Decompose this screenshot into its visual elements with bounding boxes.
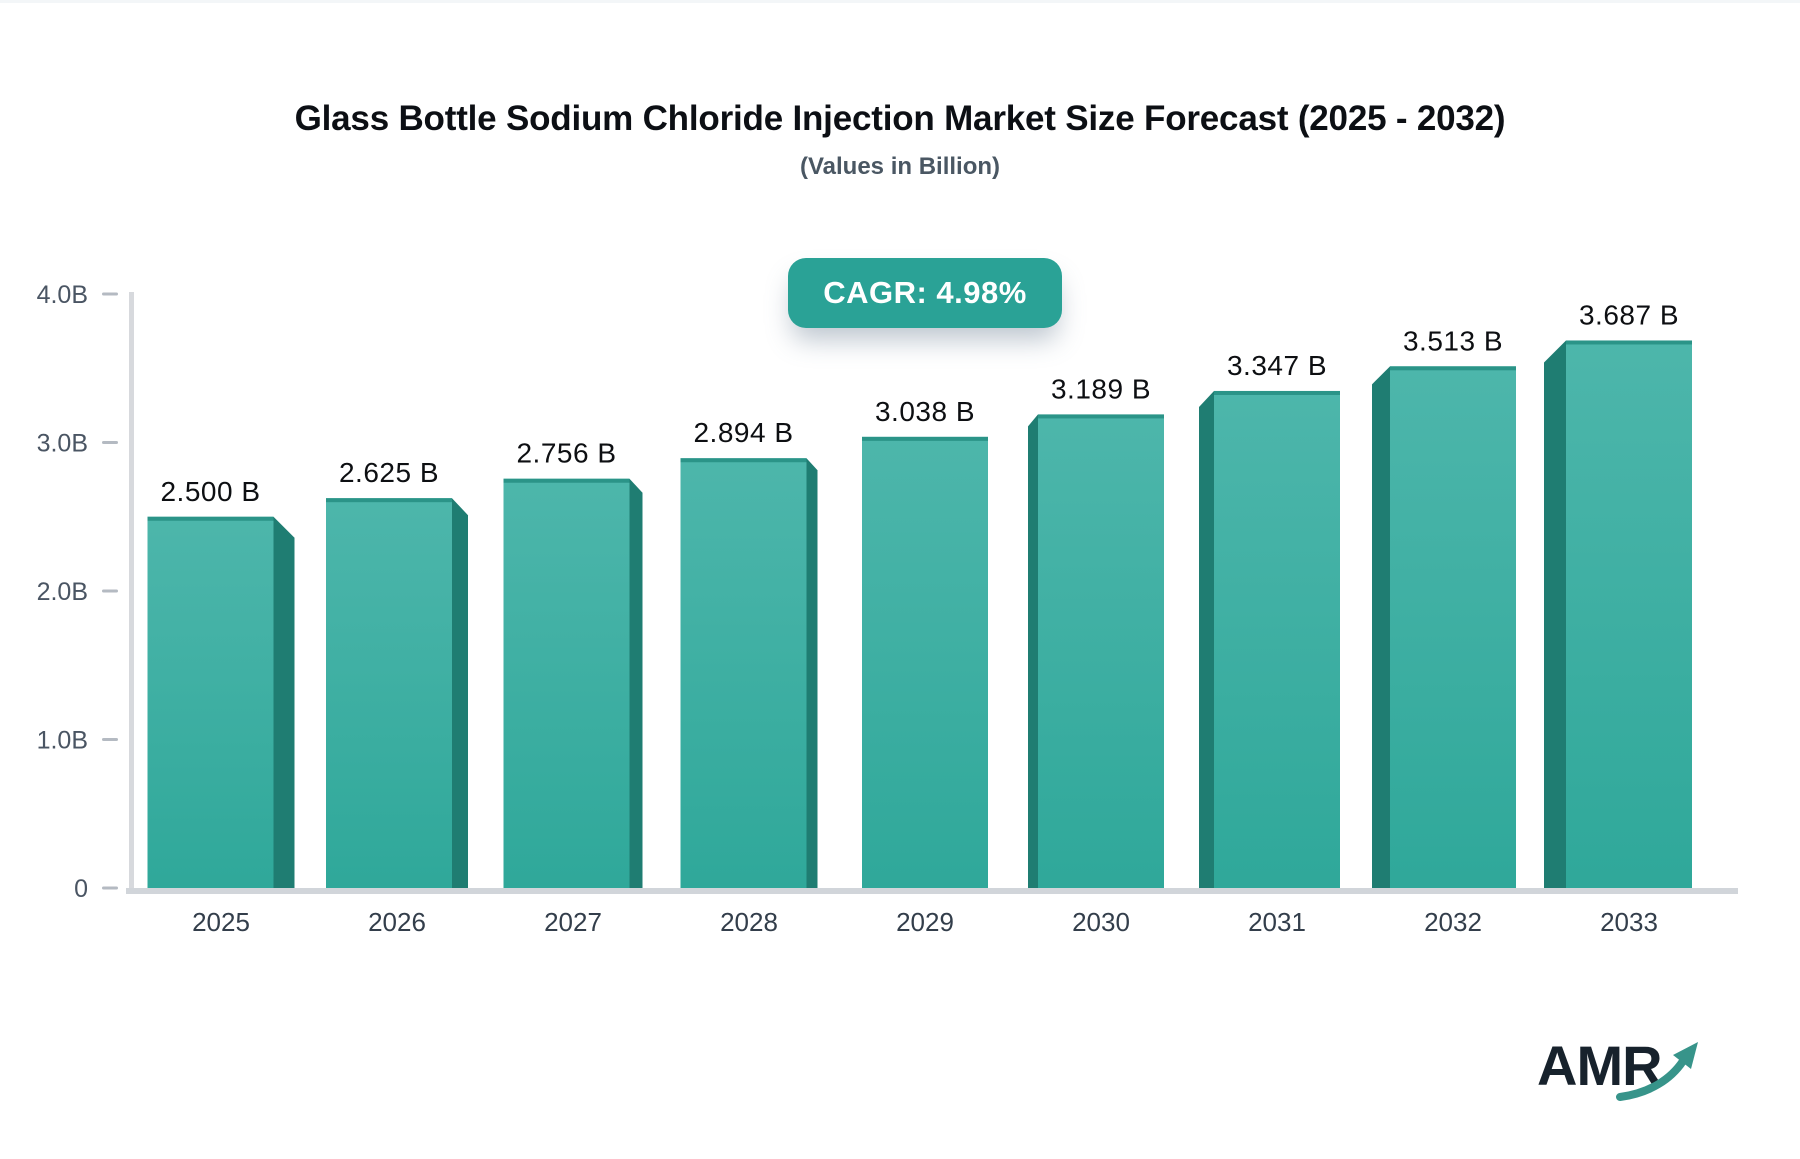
bar-top-edge: [326, 498, 452, 503]
chart-title: Glass Bottle Sodium Chloride Injection M…: [294, 99, 1506, 138]
x-axis-label: 2031: [1248, 907, 1306, 937]
y-axis-tick: [102, 886, 118, 890]
bar-value-label: 3.189 B: [1051, 373, 1151, 404]
bar-value-label: 2.894 B: [693, 417, 793, 448]
y-axis-line: [129, 292, 134, 888]
bar-side-face: [1372, 366, 1390, 889]
bar-side-face: [273, 516, 295, 888]
y-axis-label: 4.0B: [37, 281, 88, 309]
x-axis-label: 2029: [896, 907, 954, 937]
bar-value-label: 2.625 B: [339, 457, 439, 488]
trend-arrow-head: [1673, 1042, 1698, 1069]
amr-logo: AMR: [1537, 1033, 1727, 1129]
bar-side-face: [1028, 414, 1038, 888]
bar-side-face: [452, 498, 468, 888]
x-axis-label: 2026: [368, 907, 426, 937]
bar: [1566, 340, 1692, 889]
bar: [1390, 366, 1516, 889]
bar: [862, 436, 988, 888]
bar-top-edge: [503, 478, 630, 483]
amr-logo-text: AMR: [1537, 1034, 1663, 1097]
y-axis-label: 0: [74, 875, 88, 903]
bar-value-label: 3.687 B: [1579, 299, 1679, 330]
y-axis-label: 3.0B: [37, 430, 88, 458]
bar: [1038, 414, 1164, 888]
bar-top-edge: [1390, 366, 1516, 371]
bar-top-edge: [1214, 390, 1340, 395]
trend-up-arrow-icon: [1616, 1042, 1698, 1101]
bar-top-edge: [862, 436, 988, 441]
cagr-badge-label: CAGR: 4.98%: [823, 275, 1027, 310]
y-axis-label: 2.0B: [37, 578, 88, 606]
x-axis-label: 2027: [544, 907, 602, 937]
bar: [1214, 390, 1340, 888]
bar: [680, 458, 807, 888]
bar-side-face: [629, 478, 643, 888]
bar-side-face: [1199, 390, 1214, 888]
trend-arrow-shaft: [1616, 1057, 1687, 1101]
bar-top-edge: [147, 516, 274, 521]
chart-subtitle: (Values in Billion): [799, 153, 1001, 180]
x-axis-label: 2028: [720, 907, 778, 937]
bar-top-edge: [1566, 340, 1692, 345]
x-axis-label: 2030: [1072, 907, 1130, 937]
bar: [503, 478, 630, 888]
y-axis-tick: [102, 441, 118, 444]
bar: [147, 516, 274, 888]
bar-value-label: 3.038 B: [875, 396, 975, 427]
y-axis-label: 1.0B: [37, 727, 88, 755]
bar-side-face: [806, 458, 818, 888]
x-axis-label: 2033: [1600, 907, 1658, 937]
bar-side-face: [1544, 340, 1566, 889]
y-axis-tick: [102, 589, 118, 593]
x-axis-line: [126, 888, 1738, 894]
bar-top-edge: [680, 458, 807, 463]
cagr-badge: CAGR: 4.98%: [788, 258, 1062, 328]
x-axis-label: 2025: [192, 907, 250, 937]
y-axis-tick: [102, 738, 118, 741]
x-axis-label: 2032: [1424, 907, 1482, 937]
y-axis-tick: [102, 292, 118, 296]
bar-value-label: 2.500 B: [160, 476, 260, 507]
bar-value-label: 3.347 B: [1227, 350, 1327, 381]
bar-value-label: 2.756 B: [516, 438, 616, 469]
bar: [326, 498, 452, 888]
bar-value-label: 3.513 B: [1403, 325, 1503, 356]
bar-top-edge: [1038, 414, 1164, 419]
bar-chart: 4.0B 3.0B 2.0B 1.0B 0 2.500 B 2025 2.625 B 2026 2…: [37, 281, 1738, 937]
